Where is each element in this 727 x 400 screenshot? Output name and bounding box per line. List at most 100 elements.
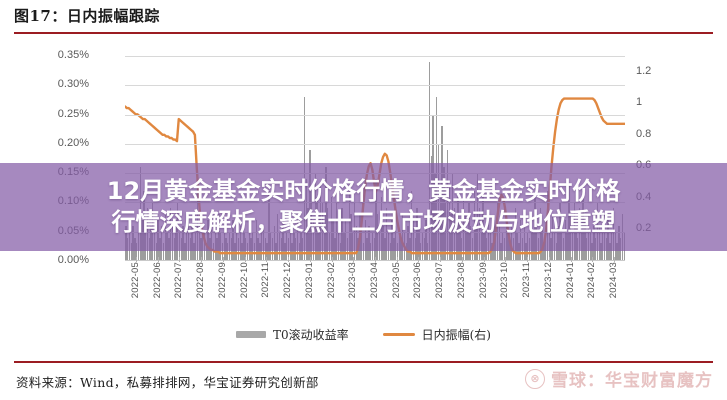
x-axis-tickmark (353, 257, 355, 262)
x-axis-tickmark (461, 257, 463, 262)
y-axis-left-tick: 0.30% (57, 78, 89, 91)
legend-item-intraday-amplitude[interactable]: 日内振幅(右) (382, 326, 491, 343)
bar (405, 243, 408, 261)
bar (600, 243, 602, 261)
x-axis-tick-label: 2022-12 (282, 262, 294, 299)
y-axis-right-tick: 0.8 (636, 127, 652, 140)
source-note: 资料来源：Wind，私募排排网，华宝证券研究创新部 (16, 375, 319, 390)
bar (396, 243, 399, 261)
x-axis-tick-label: 2024-01 (564, 262, 576, 299)
bar (212, 243, 215, 261)
x-axis-tick-label: 2024-02 (586, 262, 598, 299)
bar (193, 243, 195, 261)
x-axis-tickmark (483, 257, 485, 262)
y-axis-left-tick: 0.35% (57, 49, 89, 61)
x-axis-tick-label: 2022-06 (151, 262, 163, 299)
bar (362, 243, 365, 261)
gridline (125, 114, 625, 116)
x-axis-tickmark (592, 257, 594, 262)
bar (369, 243, 372, 261)
bar (184, 243, 186, 261)
x-axis-tick-label: 2022-05 (129, 262, 141, 299)
x-axis-tickmark (440, 257, 442, 262)
x-axis-tick-label: 2023-02 (325, 262, 337, 299)
x-axis-tick-label: 2022-10 (238, 262, 250, 299)
x-axis-tickmark (570, 257, 572, 262)
x-axis-tickmark (266, 257, 268, 262)
x-axis-tickmark (614, 257, 616, 262)
bar (428, 61, 431, 261)
x-axis-tickmark (179, 257, 181, 262)
x-axis-tick-label: 2023-05 (390, 262, 402, 299)
gridline (125, 85, 625, 87)
bar (591, 243, 593, 261)
bar (205, 243, 208, 261)
x-axis-tick-label: 2022-07 (173, 262, 185, 299)
headline-overlay-banner: 12月黄金基金实时价格行情，黄金基金实时价格 行情深度解析，聚焦十二月市场波动与… (0, 163, 727, 251)
y-axis-left-tick: 0.25% (57, 107, 89, 120)
x-axis-tick-label: 2023-04 (369, 262, 380, 299)
x-axis-tickmark (548, 257, 550, 262)
x-axis-tick-label: 2023-09 (477, 262, 489, 299)
x-axis-tick-label: 2022-11 (260, 262, 272, 298)
x-axis-tick-label: 2023-08 (455, 262, 467, 299)
x-axis-tick-label: 2023-12 (542, 262, 554, 299)
bar (555, 243, 558, 261)
figure-title: 图17：日内振幅跟踪 (14, 7, 160, 25)
title-divider-top (14, 32, 713, 34)
x-axis-tickmark (396, 257, 398, 262)
x-axis-tickmark (288, 257, 290, 262)
x-axis-tickmark (201, 257, 203, 262)
bar (616, 243, 618, 261)
y-axis-left-tick: 0.00% (57, 254, 89, 266)
headline-line-2: 行情深度解析，聚焦十二月市场波动与地位重塑 (111, 208, 616, 236)
legend-bar-swatch-icon (235, 330, 266, 338)
legend-line-swatch-icon (382, 332, 415, 336)
y-axis-right-tick: 1.2 (636, 64, 652, 77)
x-axis-tickmark (331, 257, 333, 262)
bar (543, 243, 545, 261)
x-axis-tickmark (157, 257, 159, 262)
x-axis-tickmark (309, 257, 311, 262)
x-axis-tickmark (527, 257, 529, 262)
bar (389, 243, 391, 261)
gridline (125, 143, 625, 145)
x-axis-tick-label: 2023-07 (434, 262, 446, 299)
x-axis-tick-label: 2023-06 (412, 262, 424, 299)
x-axis-tick-label: 2023-11 (521, 262, 533, 298)
x-axis-tick-label: 2022-09 (216, 262, 228, 299)
watermark-logo-icon: ⊗ (525, 368, 545, 389)
bar (162, 243, 165, 261)
legend-label-t0-return: T0滚动收益率 (272, 327, 349, 342)
y-axis-left-tick: 0.20% (57, 136, 89, 149)
x-axis-tick-label: 2023-03 (347, 262, 359, 299)
x-axis-tick-label: 2024-03 (608, 262, 620, 299)
legend-item-t0-return[interactable]: T0滚动收益率 (235, 326, 349, 343)
gridline (125, 56, 625, 57)
x-axis-tickmark (375, 257, 376, 262)
bar (155, 243, 158, 261)
bar (609, 243, 611, 261)
x-axis-tick-label: 2022-08 (195, 262, 207, 299)
x-axis-tick-label: 2023-10 (499, 262, 511, 299)
bar (509, 243, 511, 261)
chart-legend: T0滚动收益率 日内振幅(右) (0, 322, 727, 346)
x-axis-tickmark (418, 257, 420, 262)
x-axis-tick-label: 2023-01 (303, 262, 315, 299)
x-axis-tickmark (135, 257, 137, 262)
source-divider-bottom (14, 361, 713, 363)
legend-label-intraday-amplitude: 日内振幅(右) (421, 327, 491, 342)
x-axis-tickmark (222, 257, 224, 262)
x-axis-tickmark (244, 257, 246, 262)
x-axis-tickmark (505, 257, 507, 262)
watermark: ⊗ 雪球：华宝财富魔方 (525, 366, 713, 391)
bar (500, 243, 502, 261)
headline-line-1: 12月黄金基金实时价格行情，黄金基金实时价格 (106, 177, 621, 206)
bar (136, 243, 138, 261)
bar (491, 243, 493, 261)
watermark-text: 雪球：华宝财富魔方 (551, 371, 713, 391)
x-axis-labels: 2022-05 2022-06 2022-07 2022-08 2022-09 2022-… (125, 257, 625, 332)
bar (130, 243, 133, 261)
y-axis-right-tick: 1 (636, 96, 643, 109)
